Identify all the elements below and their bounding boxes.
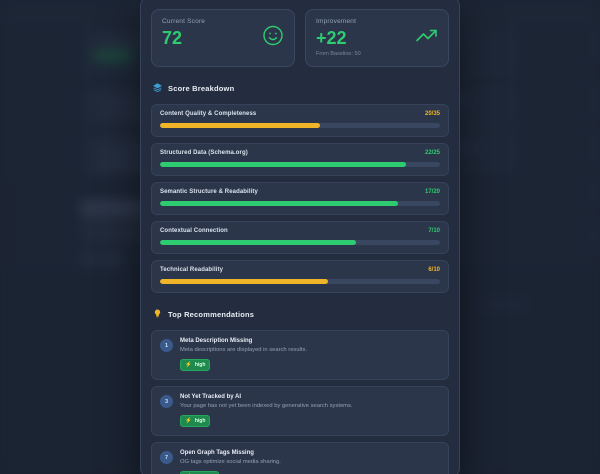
breakdown-progress-fill — [160, 123, 320, 128]
priority-badge: ⚡medium — [180, 471, 220, 474]
score-breakdown-row: Technical Readability 6/10 — [151, 260, 449, 293]
breakdown-progress-track — [160, 279, 440, 284]
breakdown-row-score: 22/25 — [424, 150, 440, 156]
recommendations-title: Top Recommendations — [168, 309, 255, 319]
bolt-icon: ⚡ — [185, 418, 192, 424]
breakdown-row-score: 17/20 — [424, 189, 440, 195]
current-score-label: Current Score — [162, 18, 206, 25]
improvement-value: +22 — [316, 28, 347, 48]
bolt-icon: ⚡ — [185, 362, 192, 368]
lightbulb-icon — [153, 305, 162, 323]
smiley-face-icon — [261, 24, 285, 53]
recommendation-item[interactable]: 7 Open Graph Tags Missing OG tags optimize… — [151, 442, 449, 474]
breakdown-progress-fill — [160, 240, 356, 245]
score-breakdown-list: Content Quality & Completeness 20/35 Struc… — [151, 104, 449, 293]
recommendation-rank-badge: 3 — [160, 395, 173, 408]
priority-badge: ⚡ high — [180, 415, 211, 427]
breakdown-progress-track — [160, 201, 440, 206]
breakdown-progress-track — [160, 162, 440, 167]
layers-icon — [153, 79, 162, 97]
score-breakdown-row: Contextual Connection 7/10 — [151, 221, 449, 254]
recommendation-description: Meta descriptions are displayed in searc… — [180, 347, 307, 353]
breakdown-progress-track — [160, 240, 440, 245]
recommendations-list: 1 Meta Description Missing Meta descriptio… — [151, 330, 449, 474]
score-breakdown-row: Semantic Structure & Readability 17/20 — [151, 182, 449, 215]
recommendation-description: Your page has not yet been indexed by ge… — [180, 403, 353, 409]
breakdown-progress-fill — [160, 162, 407, 167]
breakdown-row-score: 6/10 — [428, 267, 440, 273]
breakdown-progress-fill — [160, 279, 328, 284]
breakdown-progress-track — [160, 123, 440, 128]
priority-label: high — [194, 418, 206, 424]
recommendation-rank-badge: 7 — [160, 451, 173, 464]
improvement-baseline: From Baseline: 50 — [316, 51, 361, 57]
summary-cards: Current Score 72 Improvement +22 — [151, 9, 449, 67]
breakdown-row-label: Technical Readability — [160, 267, 224, 273]
recommendations-header: Top Recommendations — [153, 305, 449, 323]
recommendation-item[interactable]: 1 Meta Description Missing Meta descriptio… — [151, 330, 449, 380]
breakdown-row-score: 7/10 — [428, 228, 440, 234]
recommendation-title: Open Graph Tags Missing — [180, 450, 254, 456]
breakdown-row-label: Semantic Structure & Readability — [160, 189, 258, 195]
score-report-modal: Current Score 72 Improvement +22 — [140, 0, 460, 474]
score-breakdown-title: Score Breakdown — [168, 83, 235, 93]
priority-label: high — [194, 362, 206, 368]
recommendation-item[interactable]: 3 Not Yet Tracked by AI Your page has not … — [151, 386, 449, 436]
improvement-card: Improvement +22 From Baseline: 50 — [305, 9, 449, 67]
recommendation-title: Meta Description Missing — [180, 338, 253, 344]
improvement-label: Improvement — [316, 18, 357, 25]
score-breakdown-row: Content Quality & Completeness 20/35 — [151, 104, 449, 137]
score-breakdown-row: Structured Data (Schema.org) 22/25 — [151, 143, 449, 176]
trending-up-icon — [415, 26, 439, 51]
recommendation-description: OG tags optimize social media sharing. — [180, 459, 281, 465]
priority-badge: ⚡ high — [180, 359, 211, 371]
breakdown-row-label: Structured Data (Schema.org) — [160, 150, 248, 156]
breakdown-row-score: 20/35 — [424, 111, 440, 117]
current-score-card: Current Score 72 — [151, 9, 295, 67]
recommendation-rank-badge: 1 — [160, 339, 173, 352]
current-score-value: 72 — [162, 28, 183, 48]
breakdown-progress-fill — [160, 201, 398, 206]
breakdown-row-label: Contextual Connection — [160, 228, 228, 234]
breakdown-row-label: Content Quality & Completeness — [160, 111, 257, 117]
recommendation-title: Not Yet Tracked by AI — [180, 394, 242, 400]
score-breakdown-header: Score Breakdown — [153, 79, 449, 97]
